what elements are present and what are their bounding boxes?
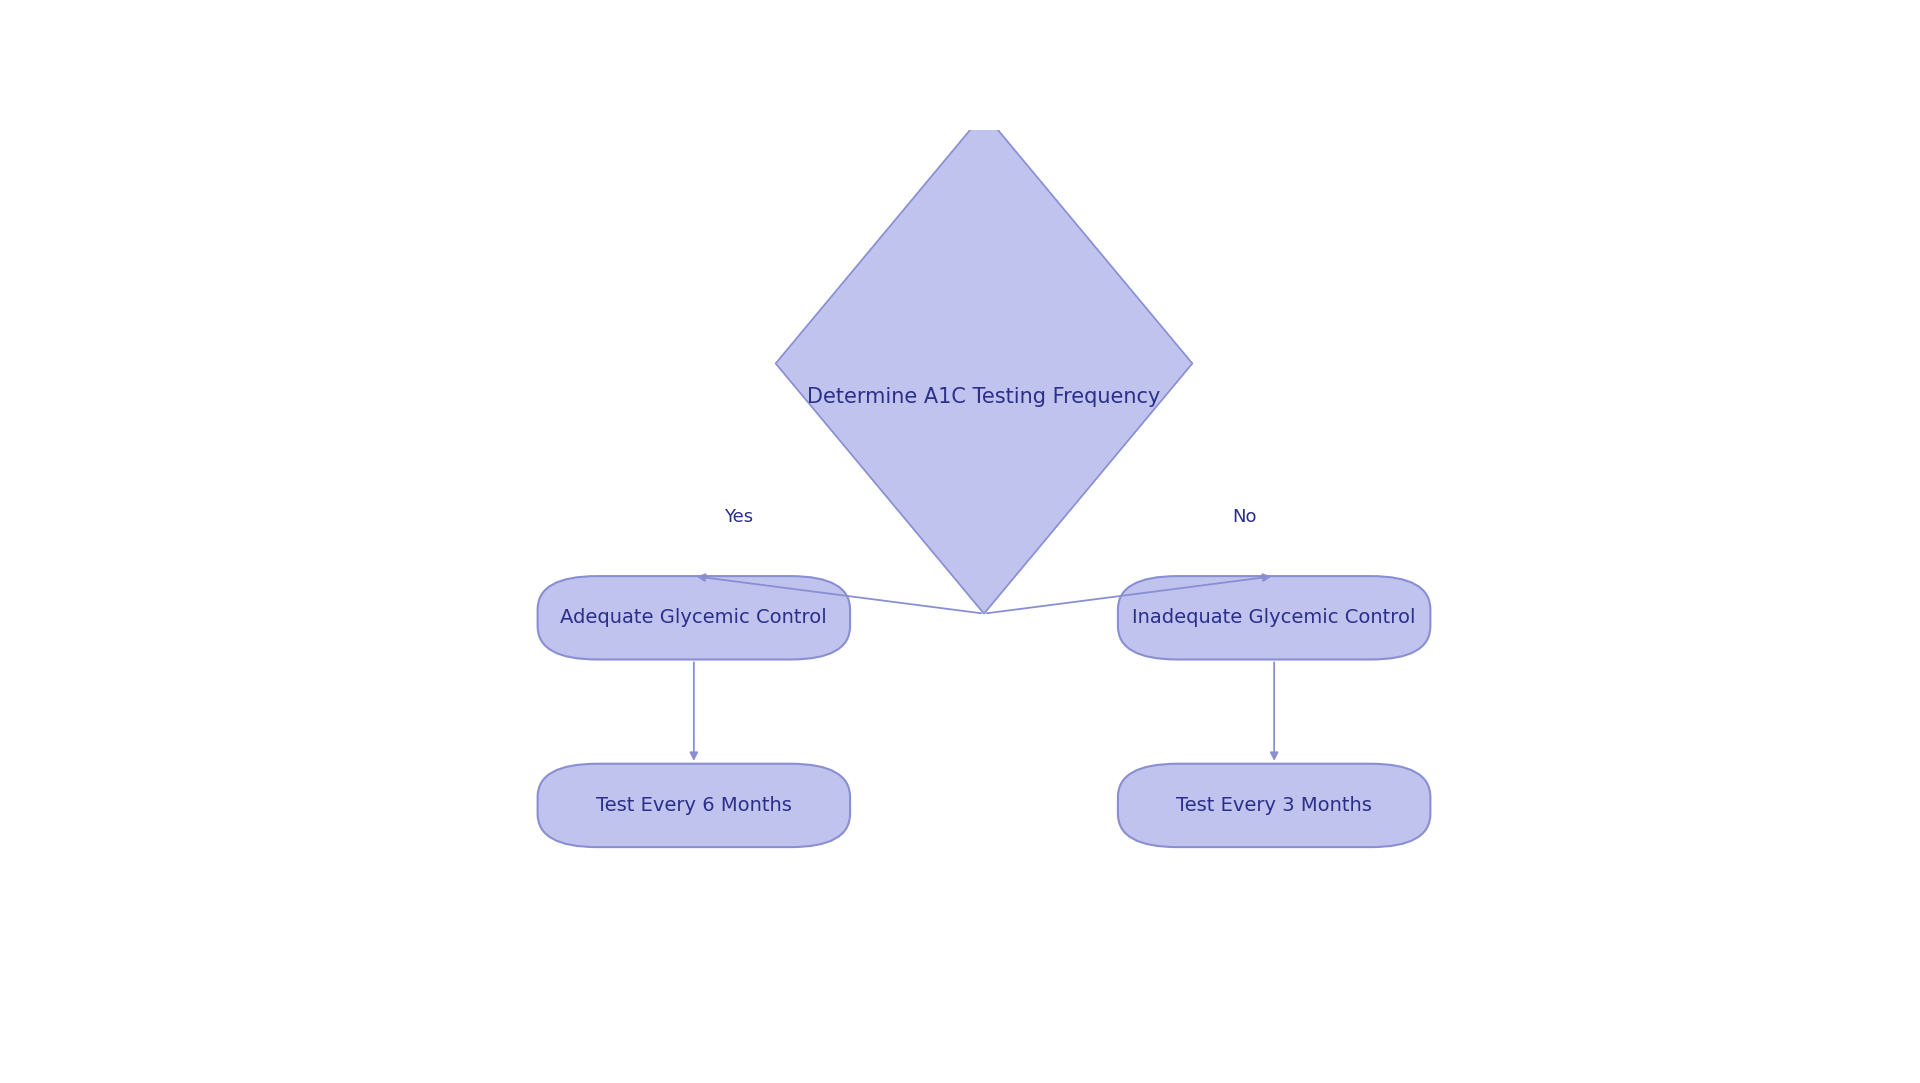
FancyBboxPatch shape	[538, 576, 851, 660]
Text: Inadequate Glycemic Control: Inadequate Glycemic Control	[1133, 609, 1415, 627]
Text: Yes: Yes	[724, 508, 753, 526]
Text: Test Every 6 Months: Test Every 6 Months	[595, 796, 791, 814]
FancyBboxPatch shape	[538, 764, 851, 847]
Text: Test Every 3 Months: Test Every 3 Months	[1177, 796, 1373, 814]
FancyBboxPatch shape	[1117, 576, 1430, 660]
Text: No: No	[1233, 508, 1258, 526]
Text: Adequate Glycemic Control: Adequate Glycemic Control	[561, 609, 828, 627]
Polygon shape	[776, 114, 1192, 614]
Text: Determine A1C Testing Frequency: Determine A1C Testing Frequency	[806, 387, 1162, 407]
FancyBboxPatch shape	[1117, 764, 1430, 847]
